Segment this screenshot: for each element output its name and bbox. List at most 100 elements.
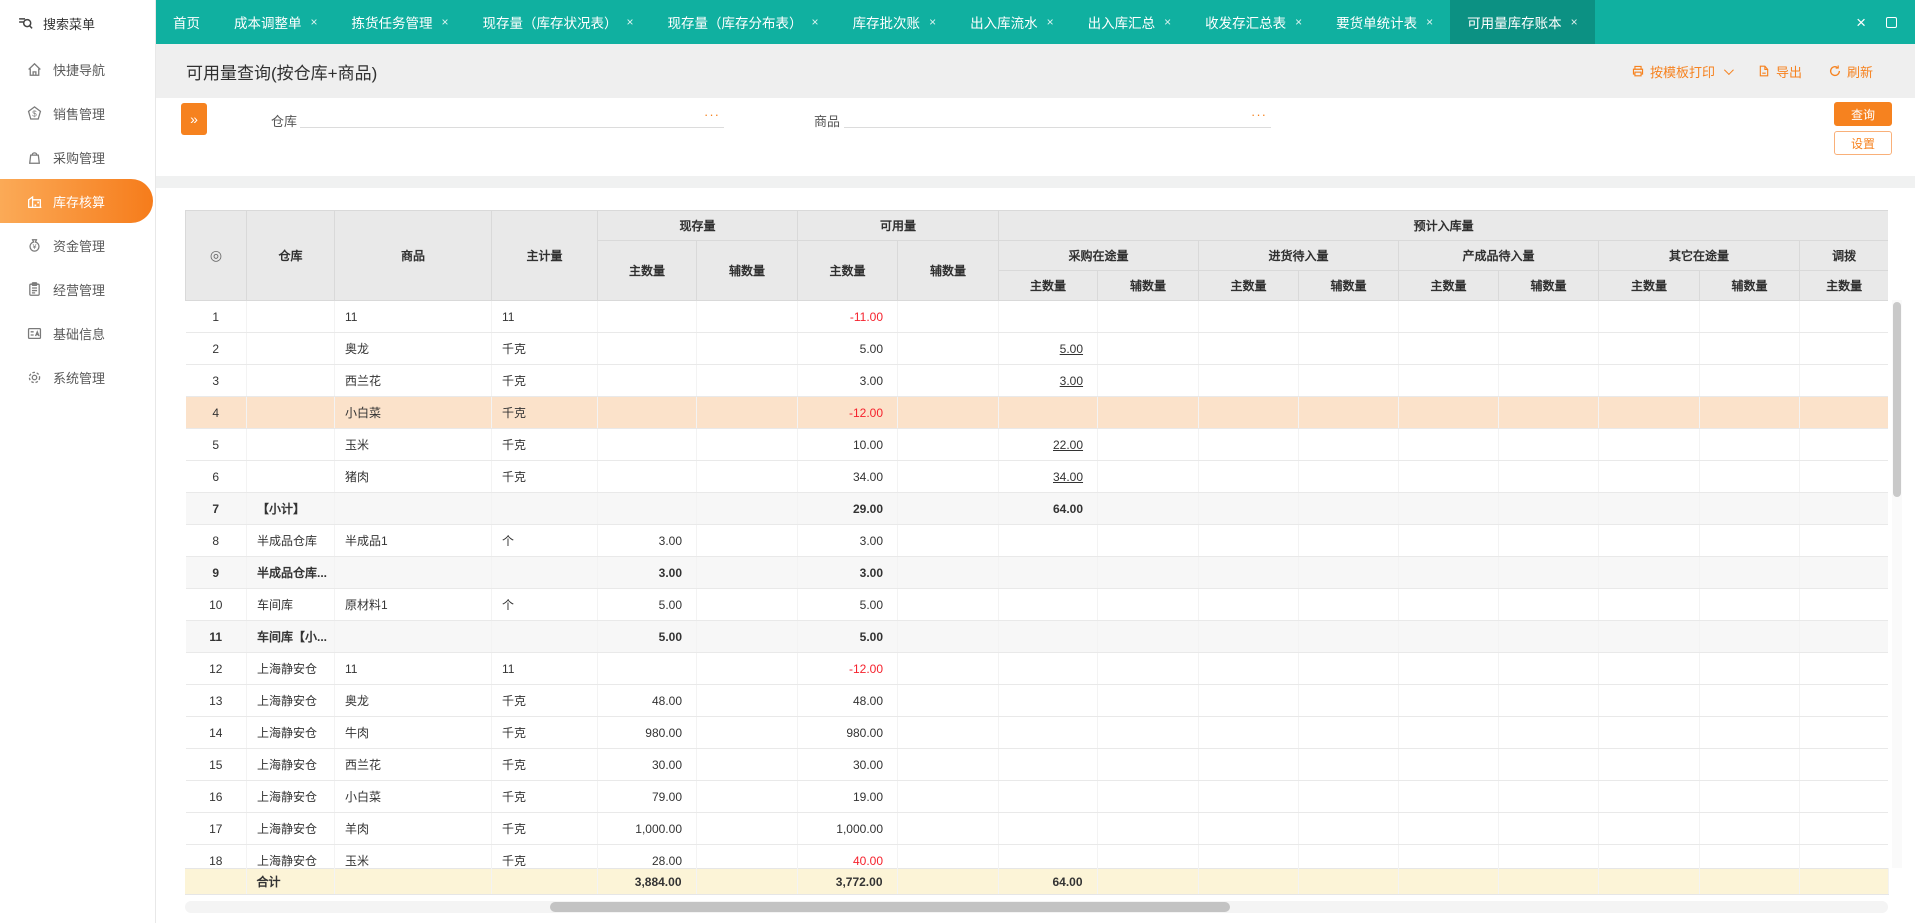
tab-1[interactable]: 成本调整单 × [217,0,335,44]
column-settings-icon[interactable]: ◎ [185,210,247,301]
cell [897,524,1000,557]
sidebar-item-5[interactable]: 经营管理 [0,267,155,311]
header-cell: 进货待入量 [1198,240,1400,271]
tab-5[interactable]: 库存批次账 × [836,0,954,44]
horizontal-scrollbar-thumb[interactable] [550,902,1230,912]
cell [998,748,1099,781]
close-all-icon[interactable]: × [1856,12,1866,32]
cell [1598,524,1701,557]
settings-button[interactable]: 设置 [1834,131,1892,155]
drilldown-link[interactable]: 22.00 [1053,437,1084,452]
sidebar-item-0[interactable]: 快捷导航 [0,47,155,91]
total-row-cells: 合计 3,884.00 3,772.00 64.00 [185,868,1889,895]
cell [1498,556,1600,589]
tab-close-icon[interactable]: × [1046,15,1054,29]
cell [1699,396,1801,429]
cell [1498,748,1600,781]
cell [1097,780,1200,813]
tab-close-icon[interactable]: × [1295,15,1303,29]
sidebar-item-3[interactable]: 库存核算 [0,179,153,223]
sidebar-item-7[interactable]: 系统管理 [0,355,155,399]
tab-close-icon[interactable]: × [441,15,449,29]
tab-8[interactable]: 收发存汇总表 × [1188,0,1319,44]
maximize-icon[interactable] [1886,16,1897,28]
cell: 半成品仓库... [246,556,335,589]
tab-close-icon[interactable]: × [310,15,318,29]
sidebar-item-2[interactable]: 采购管理 [0,135,155,179]
warehouse-picker-input[interactable]: ··· [300,102,724,128]
cell [1598,844,1701,868]
cell [1097,492,1200,525]
cell: 5.00 [597,588,697,621]
header-cell: 主数量 [1198,270,1300,301]
cell [1298,364,1400,397]
sidebar-item-4[interactable]: ¥ 资金管理 [0,223,155,267]
print-by-template-button[interactable]: 按模板打印 [1631,62,1734,81]
cell [1799,716,1888,749]
drilldown-link[interactable]: 5.00 [1059,341,1084,356]
tab-label: 现存量（库存状况表） [482,16,618,31]
sidebar-item-6[interactable]: 基础信息 [0,311,155,355]
tab-close-icon[interactable]: × [811,15,819,29]
drilldown-link[interactable]: 3.00 [1059,373,1084,388]
tab-4[interactable]: 现存量（库存分布表） × [651,0,836,44]
table-row: 14 上海静安仓 牛肉 千克 980.00 980.00 [185,716,1888,749]
cell [696,748,799,781]
export-button[interactable]: 导出 [1757,62,1802,81]
tab-close-icon[interactable]: × [626,15,634,29]
cell [246,460,335,493]
total-cell [1498,868,1599,895]
cell [1699,428,1801,461]
table-row: 11 车间库【小... 5.00 5.00 [185,620,1888,653]
cell [1298,716,1400,749]
cell [1398,812,1500,845]
cell [1398,492,1500,525]
drilldown-link[interactable]: 34.00 [1053,469,1084,484]
tab-7[interactable]: 出入库汇总 × [1071,0,1189,44]
header-cell: 主数量 [1598,270,1701,301]
sidebar-item-1[interactable]: $ 销售管理 [0,91,155,135]
tab-close-icon[interactable]: × [929,15,937,29]
cell: 1,000.00 [797,812,899,845]
tab-3[interactable]: 现存量（库存状况表） × [466,0,651,44]
menu-search-icon [17,15,34,32]
warehouse-picker-dots-icon[interactable]: ··· [704,107,720,122]
expand-filters-button[interactable]: » [181,103,207,135]
cell: -11.00 [797,300,899,333]
table-row: 1 11 11 -11.00 [185,300,1888,333]
tab-2[interactable]: 拣货任务管理 × [335,0,466,44]
cell [696,428,799,461]
cell [1498,460,1600,493]
vertical-scrollbar-thumb[interactable] [1893,302,1901,497]
total-cell: 3,884.00 [597,868,697,895]
cell [1699,780,1801,813]
tab-label: 出入库汇总 [1087,16,1156,31]
refresh-button[interactable]: 刷新 [1828,62,1873,81]
cell: 千克 [491,332,598,365]
query-button[interactable]: 查询 [1834,102,1892,126]
tab-close-icon[interactable]: × [1426,15,1434,29]
cell [1398,684,1500,717]
cell [1198,812,1300,845]
table-row: 12 上海静安仓 11 11 -12.00 [185,652,1888,685]
sidebar-item-label: 销售管理 [53,106,106,122]
cell [597,492,697,525]
cell [1799,364,1888,397]
tab-6[interactable]: 出入库流水 × [953,0,1071,44]
sidebar-search[interactable]: 搜索菜单 [0,0,155,46]
cell [1598,684,1701,717]
window-controls: × [1838,0,1915,44]
tab-0[interactable]: 首页 [156,0,217,44]
cell: 千克 [491,460,598,493]
tab-close-icon[interactable]: × [1164,15,1172,29]
cell [696,460,799,493]
tab-close-icon[interactable]: × [1570,15,1578,29]
cell [1699,588,1801,621]
product-picker-input[interactable]: ··· [844,102,1271,128]
tab-10[interactable]: 可用量库存账本 × [1450,0,1595,44]
cell [1799,588,1888,621]
cell [1097,332,1200,365]
tab-9[interactable]: 要货单统计表 × [1319,0,1450,44]
sidebar-menu: 快捷导航 $ 销售管理 采购管理 库存核算 ¥ 资金管理 经营管理 基础信息 系统管理 [0,47,155,399]
product-picker-dots-icon[interactable]: ··· [1251,107,1267,122]
